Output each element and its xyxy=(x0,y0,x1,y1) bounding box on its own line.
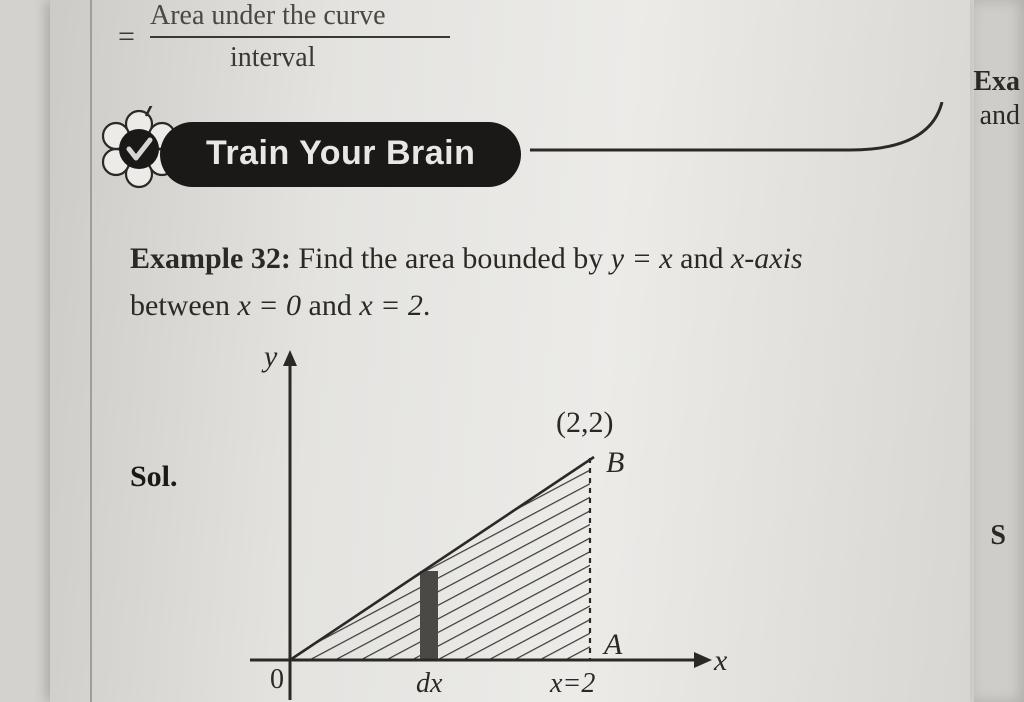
banner-title: Train Your Brain xyxy=(160,122,521,187)
edge-text-2: and xyxy=(980,100,1020,132)
example-eq1: y = x xyxy=(611,242,673,275)
x-axis-label: x xyxy=(713,644,728,677)
example-xaxis: x-axis xyxy=(731,242,803,275)
x2-label: x=2 xyxy=(549,668,595,699)
example-eq3: x = 2 xyxy=(359,289,423,322)
point-b-coords: (2,2) xyxy=(556,406,613,439)
edge-text-1: Exa xyxy=(973,66,1020,98)
x-axis-arrow xyxy=(694,652,712,668)
dx-strip xyxy=(420,571,438,660)
example-text: Example 32: Find the area bounded by y =… xyxy=(130,236,970,329)
label-a: A xyxy=(602,628,623,661)
example-line1a: Find the area bounded by xyxy=(291,242,611,275)
example-eq2: x = 0 xyxy=(237,289,301,322)
example-period: . xyxy=(423,289,431,322)
y-axis-label: y xyxy=(261,340,278,373)
dx-label: dx xyxy=(416,668,443,699)
y-axis-arrow xyxy=(283,350,297,366)
example-and: and xyxy=(301,289,359,322)
fraction-numerator: Area under the curve xyxy=(150,0,386,32)
textbook-page: = Area under the curve interval Train Yo… xyxy=(50,0,970,702)
area-chart: 0 y x (2,2) B A dx x=2 xyxy=(220,340,740,700)
example-line1b: and xyxy=(673,242,731,275)
fraction-denominator: interval xyxy=(230,42,316,74)
edge-letter: S xyxy=(990,520,1006,552)
page-edge: Exa and S xyxy=(974,0,1024,702)
example-line2a: between xyxy=(130,289,237,322)
fraction-equals: = xyxy=(118,20,135,54)
fraction-bar xyxy=(150,36,450,38)
section-banner: Train Your Brain xyxy=(90,102,970,192)
origin-label: 0 xyxy=(270,664,284,695)
solution-label: Sol. xyxy=(130,460,178,494)
label-b: B xyxy=(606,446,624,479)
example-label: Example 32: xyxy=(130,242,291,275)
